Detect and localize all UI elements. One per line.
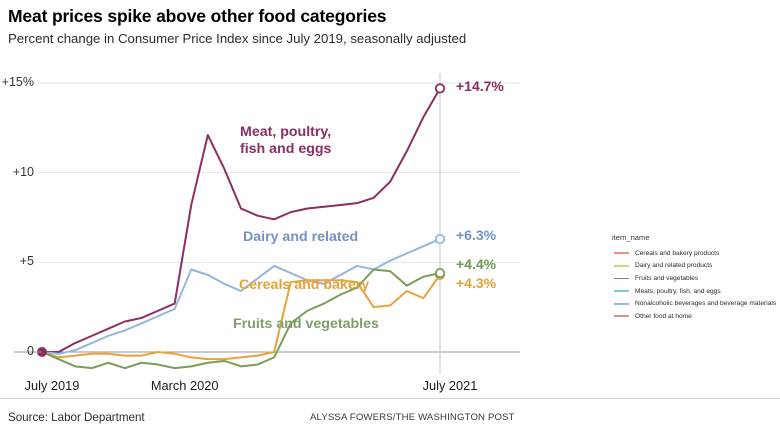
legend-rows: Cereals and bakery products Dairy and rel… xyxy=(612,247,780,323)
series-line xyxy=(41,87,441,353)
legend-item[interactable]: Dairy and related products xyxy=(612,260,780,273)
legend: item_name Cereals and bakery products Dai… xyxy=(612,233,780,323)
legend-swatch-icon xyxy=(614,252,629,255)
page-title: Meat prices spike above other food categ… xyxy=(8,6,387,26)
series-end-marker xyxy=(434,267,446,279)
legend-item[interactable]: Meats, poultry, fish, and eggs xyxy=(612,285,780,298)
legend-item-label: Meats, poultry, fish, and eggs xyxy=(635,287,721,295)
y-axis-tick-label: +5 xyxy=(19,254,34,269)
end-value-label-cereals: +4.3% xyxy=(456,275,497,291)
legend-swatch-icon xyxy=(614,265,629,267)
series-annotation-dairy: Dairy and related xyxy=(243,229,359,245)
series-annotation-fruits: Fruits and vegetables xyxy=(233,316,379,332)
x-axis-tick-label: March 2020 xyxy=(150,378,219,393)
chart-svg xyxy=(14,73,520,374)
series-line xyxy=(41,268,441,370)
series-annotation-meat: Meat, poultry, fish and eggs xyxy=(240,124,332,157)
series-annotation-cereals: Cereals and bakery xyxy=(239,277,370,293)
end-value-label-dairy: +6.3% xyxy=(456,227,497,243)
y-axis-tick-label: +10 xyxy=(12,164,34,179)
y-axis-tick-label: +15% xyxy=(1,75,34,89)
legend-item-label: Cereals and bakery products xyxy=(635,249,720,257)
legend-item[interactable]: Nonalcoholic beverages and beverage mate… xyxy=(612,297,780,310)
series-end-marker xyxy=(434,233,446,245)
chart-subtitle: Percent change in Consumer Price Index s… xyxy=(8,31,467,46)
credit-note: ALYSSA FOWERS/THE WASHINGTON POST xyxy=(310,412,515,423)
x-axis-tick-label: July 2019 xyxy=(24,378,80,393)
series-line xyxy=(41,273,441,361)
legend-swatch-icon xyxy=(614,277,629,280)
y-axis-tick-label: 0 xyxy=(27,344,34,358)
legend-swatch-icon xyxy=(614,302,629,305)
plot-area xyxy=(0,55,600,375)
series-end-marker xyxy=(434,83,446,94)
x-axis-tick-label: July 2021 xyxy=(422,378,478,393)
footer-divider xyxy=(0,398,780,399)
legend-swatch-icon xyxy=(614,315,629,318)
legend-item[interactable]: Cereals and bakery products xyxy=(612,247,780,260)
legend-title: item_name xyxy=(612,233,650,242)
legend-item-label: Dairy and related products xyxy=(635,262,713,270)
legend-item-label: Nonalcoholic beverages and beverage mate… xyxy=(635,300,777,308)
legend-item-label: Other food at home xyxy=(635,312,692,320)
series-line xyxy=(41,238,441,355)
end-value-label-meat: +14.7% xyxy=(456,78,504,94)
end-value-label-fruits: +4.4% xyxy=(456,256,497,272)
legend-item[interactable]: Fruits and vegetables xyxy=(612,272,780,285)
source-note: Source: Labor Department xyxy=(8,411,145,424)
legend-item-label: Fruits and vegetables xyxy=(635,274,699,282)
legend-swatch-icon xyxy=(614,290,629,292)
legend-item[interactable]: Other food at home xyxy=(612,310,780,323)
